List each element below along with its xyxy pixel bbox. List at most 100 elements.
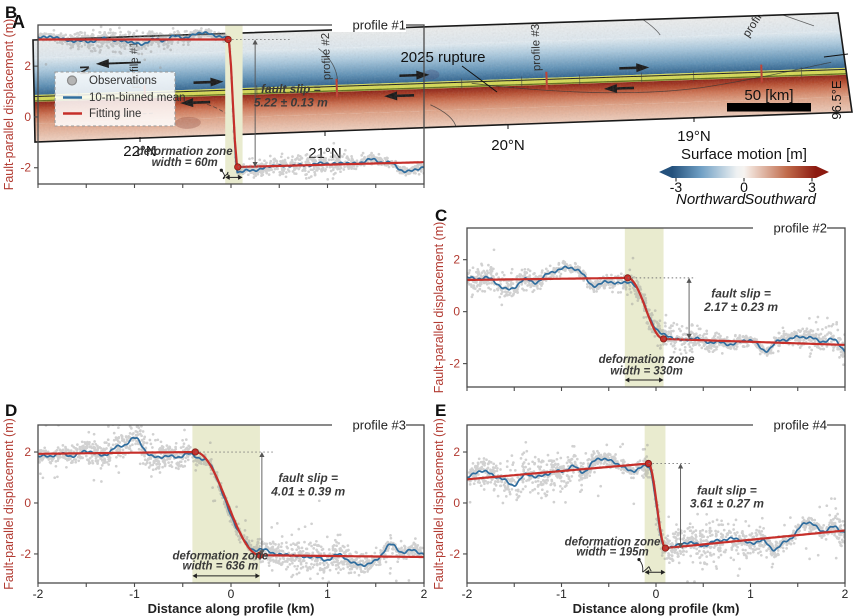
fault-slip-text-1: fault slip = xyxy=(697,483,757,497)
deformation-text-2: width = 195m xyxy=(576,546,649,558)
y-tick-label: 2 xyxy=(24,445,31,459)
fault-slip-text-2: 5.22 ± 0.13 m xyxy=(254,95,328,109)
colorbar-right-caption: Southward xyxy=(744,191,816,205)
colorbar-left-caption: Northward xyxy=(676,191,746,205)
panel-label-B: B xyxy=(5,3,17,22)
panel-label-a: A xyxy=(12,12,25,32)
deformation-text-2: width = 60m xyxy=(152,157,218,169)
y-axis-label: Fault-parallel displacement (m) xyxy=(2,19,16,191)
y-axis-label: Fault-parallel displacement (m) xyxy=(2,418,16,590)
colorbar-tick: 3 xyxy=(808,179,816,195)
y-tick-label: -2 xyxy=(449,547,460,561)
deformation-text-1: deformation zone xyxy=(565,536,661,548)
fault-slip-text-1: fault slip = xyxy=(278,471,338,485)
x-tick-label: 1 xyxy=(324,587,331,601)
panel-title: profile #2 xyxy=(774,221,827,236)
x-tick-label: 1 xyxy=(747,587,754,601)
scalebar: 50 [km] xyxy=(727,87,811,112)
scalebar-label: 50 [km] xyxy=(744,87,793,104)
fault-slip-text-1: fault slip = xyxy=(261,82,321,96)
x-tick-label: -2 xyxy=(33,587,44,601)
legend-marker-observations xyxy=(66,75,78,86)
x-tick-label: -1 xyxy=(129,587,140,601)
fitting-line xyxy=(38,38,424,169)
y-tick-label: 2 xyxy=(24,59,31,73)
legend-label: Observations xyxy=(89,75,157,87)
colorbar-tick: 0 xyxy=(740,179,748,195)
panel-title: profile #4 xyxy=(774,418,827,433)
x-tick-label: 0 xyxy=(228,587,235,601)
panel-label-C: C xyxy=(435,206,447,225)
fault-slip-annotation: fault slip =4.01 ± 0.39 m xyxy=(195,451,346,556)
panel-label-E: E xyxy=(435,401,446,420)
y-tick-label: 0 xyxy=(24,110,31,124)
fitting-line xyxy=(38,450,424,559)
x-tick-label: -1 xyxy=(556,587,567,601)
panel-title: profile #3 xyxy=(353,418,406,433)
y-tick-label: 0 xyxy=(24,496,31,510)
panel-label-D: D xyxy=(5,401,17,420)
latitude-label: 19°N xyxy=(677,128,711,145)
legend-label: Fitting line xyxy=(89,108,141,120)
title-backing xyxy=(332,18,406,32)
panel-title: profile #1 xyxy=(353,18,406,33)
title-backing xyxy=(753,221,827,235)
latitude-label: 20°N xyxy=(491,137,525,154)
y-axis-label: Fault-parallel displacement (m) xyxy=(432,222,446,394)
fitting-line xyxy=(467,462,845,550)
x-tick-label: -2 xyxy=(462,587,473,601)
x-axis-label: Distance along profile (km) xyxy=(148,601,315,616)
y-tick-label: -2 xyxy=(449,357,460,371)
deformation-text-1: deformation zone xyxy=(599,354,695,366)
binned-mean-line xyxy=(38,436,424,568)
y-tick-label: 0 xyxy=(453,496,460,510)
fault-slip-text-2: 3.61 ± 0.27 m xyxy=(690,497,764,511)
legend-label: 10-m-binned mean xyxy=(89,92,186,104)
latitude-label: 22°N xyxy=(123,143,157,160)
title-backing xyxy=(332,418,406,432)
x-tick-label: 2 xyxy=(421,587,428,601)
fault-slip-text-1: fault slip = xyxy=(711,286,771,300)
title-backing xyxy=(753,418,827,432)
x-tick-label: 2 xyxy=(842,587,849,601)
longitude-label: 96.5°E xyxy=(829,80,844,120)
colorbar: Surface motion [m] -3 0 3 Northward Southward xyxy=(659,146,829,205)
deformation-text-2: width = 636 m xyxy=(183,561,259,573)
x-tick-label: 0 xyxy=(653,587,660,601)
fault-slip-annotation: fault slip =3.61 ± 0.27 m xyxy=(648,463,764,549)
fitting-line xyxy=(467,276,845,346)
fault-slip-text-2: 2.17 ± 0.23 m xyxy=(703,300,778,314)
x-axis-label: Distance along profile (km) xyxy=(573,601,740,616)
rupture-label: 2025 rupture xyxy=(400,49,485,66)
map-frame xyxy=(32,12,853,143)
y-axis-label: Fault-parallel displacement (m) xyxy=(432,418,446,590)
colorbar-title: Surface motion [m] xyxy=(681,146,807,163)
y-tick-label: 2 xyxy=(453,253,460,267)
deformation-text-2: width = 330m xyxy=(610,366,683,378)
y-tick-label: -2 xyxy=(20,161,31,175)
fault-slip-annotation: fault slip =2.17 ± 0.23 m xyxy=(627,277,778,340)
latitude-label: 21°N xyxy=(308,145,342,162)
deformation-text-1: deformation zone xyxy=(137,146,233,158)
y-tick-label: 0 xyxy=(453,305,460,319)
deformation-text-1: deformation zone xyxy=(172,551,268,563)
y-tick-label: -2 xyxy=(20,547,31,561)
fault-slip-text-2: 4.01 ± 0.39 m xyxy=(270,484,345,498)
fault-slip-annotation: fault slip =5.22 ± 0.13 m xyxy=(228,39,328,168)
binned-mean-line xyxy=(467,265,845,354)
colorbar-tick: -3 xyxy=(670,179,683,195)
legend: Observations 10-m-binned mean Fitting line xyxy=(54,71,186,127)
